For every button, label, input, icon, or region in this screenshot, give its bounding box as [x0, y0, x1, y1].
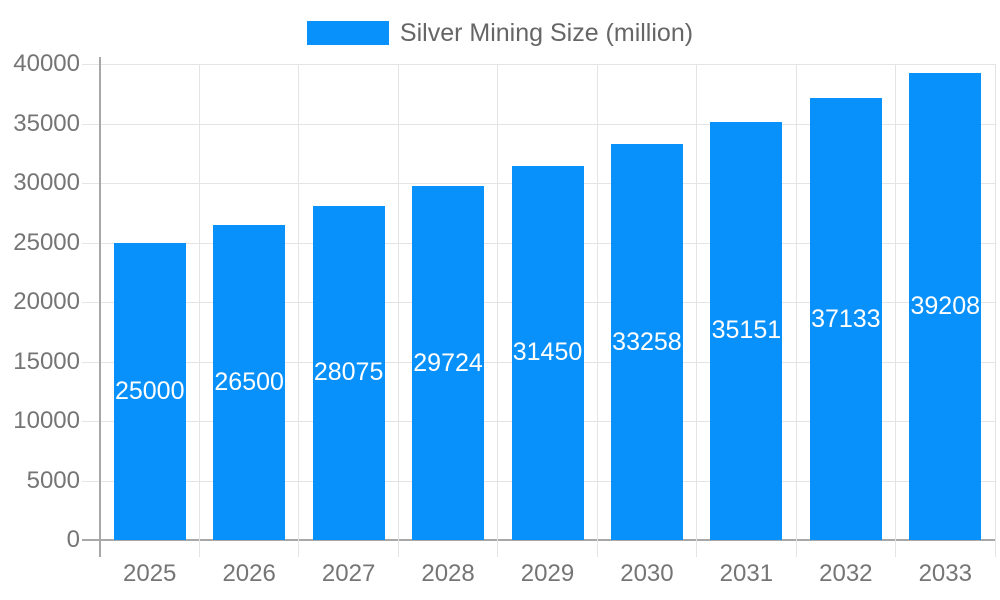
y-axis-tick [82, 64, 100, 65]
y-axis-tick-label: 5000 [26, 466, 80, 494]
x-axis-tick-label: 2030 [620, 560, 674, 587]
y-axis-tick [82, 123, 100, 125]
legend-swatch-icon[interactable] [306, 21, 389, 45]
y-axis-tick [82, 480, 100, 482]
y-axis-tick [82, 183, 100, 184]
bar-value-label: 37133 [811, 304, 881, 333]
y-axis-tick [82, 421, 100, 422]
x-gridline [696, 64, 698, 557]
bar-2033[interactable]: 39208 [909, 73, 982, 540]
x-gridline [198, 64, 200, 557]
y-axis-tick-label: 25000 [13, 228, 80, 256]
y-axis-tick-label: 30000 [13, 169, 80, 196]
y-axis-tick [82, 302, 100, 303]
y-axis-tick-label: 20000 [13, 288, 80, 315]
y-axis-tick-label: 10000 [13, 407, 80, 434]
x-gridline [994, 64, 996, 557]
y-axis-tick-label: 40000 [13, 50, 80, 77]
y-axis-tick [82, 539, 100, 541]
x-axis-tick-label: 2027 [321, 560, 376, 587]
y-axis-tick [82, 242, 100, 244]
y-axis-tick-label: 0 [66, 526, 80, 553]
bar-value-label: 29724 [413, 348, 483, 377]
bar-2026[interactable]: 26500 [213, 224, 286, 540]
y-axis-tick [82, 361, 100, 363]
y-axis-line [99, 57, 101, 557]
x-axis-tick-label: 2033 [918, 560, 972, 587]
bar-2031[interactable]: 35151 [710, 121, 783, 540]
x-axis-tick-label: 2026 [222, 560, 276, 587]
x-gridline [397, 64, 399, 557]
bar-2032[interactable]: 37133 [809, 98, 882, 540]
bar-2030[interactable]: 33258 [610, 144, 683, 540]
bar-value-label: 35151 [711, 316, 782, 345]
bar-2025[interactable]: 25000 [113, 242, 186, 540]
bar-value-label: 28075 [313, 358, 384, 387]
x-axis-tick-label: 2029 [520, 560, 575, 587]
bar-value-label: 39208 [910, 292, 981, 321]
x-gridline [596, 64, 598, 557]
x-gridline [895, 64, 897, 557]
bar-2027[interactable]: 28075 [312, 205, 385, 540]
legend-label[interactable]: Silver Mining Size (million) [399, 19, 694, 47]
x-axis-tick-label: 2028 [421, 560, 475, 587]
bar-2028[interactable]: 29724 [412, 186, 485, 540]
y-axis-tick-label: 15000 [13, 347, 80, 375]
x-gridline [497, 64, 499, 557]
y-gridline [100, 123, 995, 125]
chart-legend[interactable]: Silver Mining Size (million) [0, 16, 1000, 50]
x-gridline [298, 64, 300, 557]
x-axis-tick-label: 2025 [123, 560, 177, 587]
y-axis-tick-label: 35000 [13, 109, 80, 137]
bar-value-label: 31450 [512, 338, 583, 367]
x-gridline [795, 64, 797, 557]
x-axis-tick-label: 2031 [719, 560, 774, 587]
x-axis-line [100, 539, 995, 541]
bar-value-label: 33258 [612, 327, 682, 356]
bar-value-label: 26500 [214, 367, 284, 396]
bar-2029[interactable]: 31450 [511, 165, 584, 540]
x-axis-tick-label: 2032 [819, 560, 873, 587]
y-gridline [100, 64, 995, 65]
bar-value-label: 25000 [114, 376, 185, 405]
